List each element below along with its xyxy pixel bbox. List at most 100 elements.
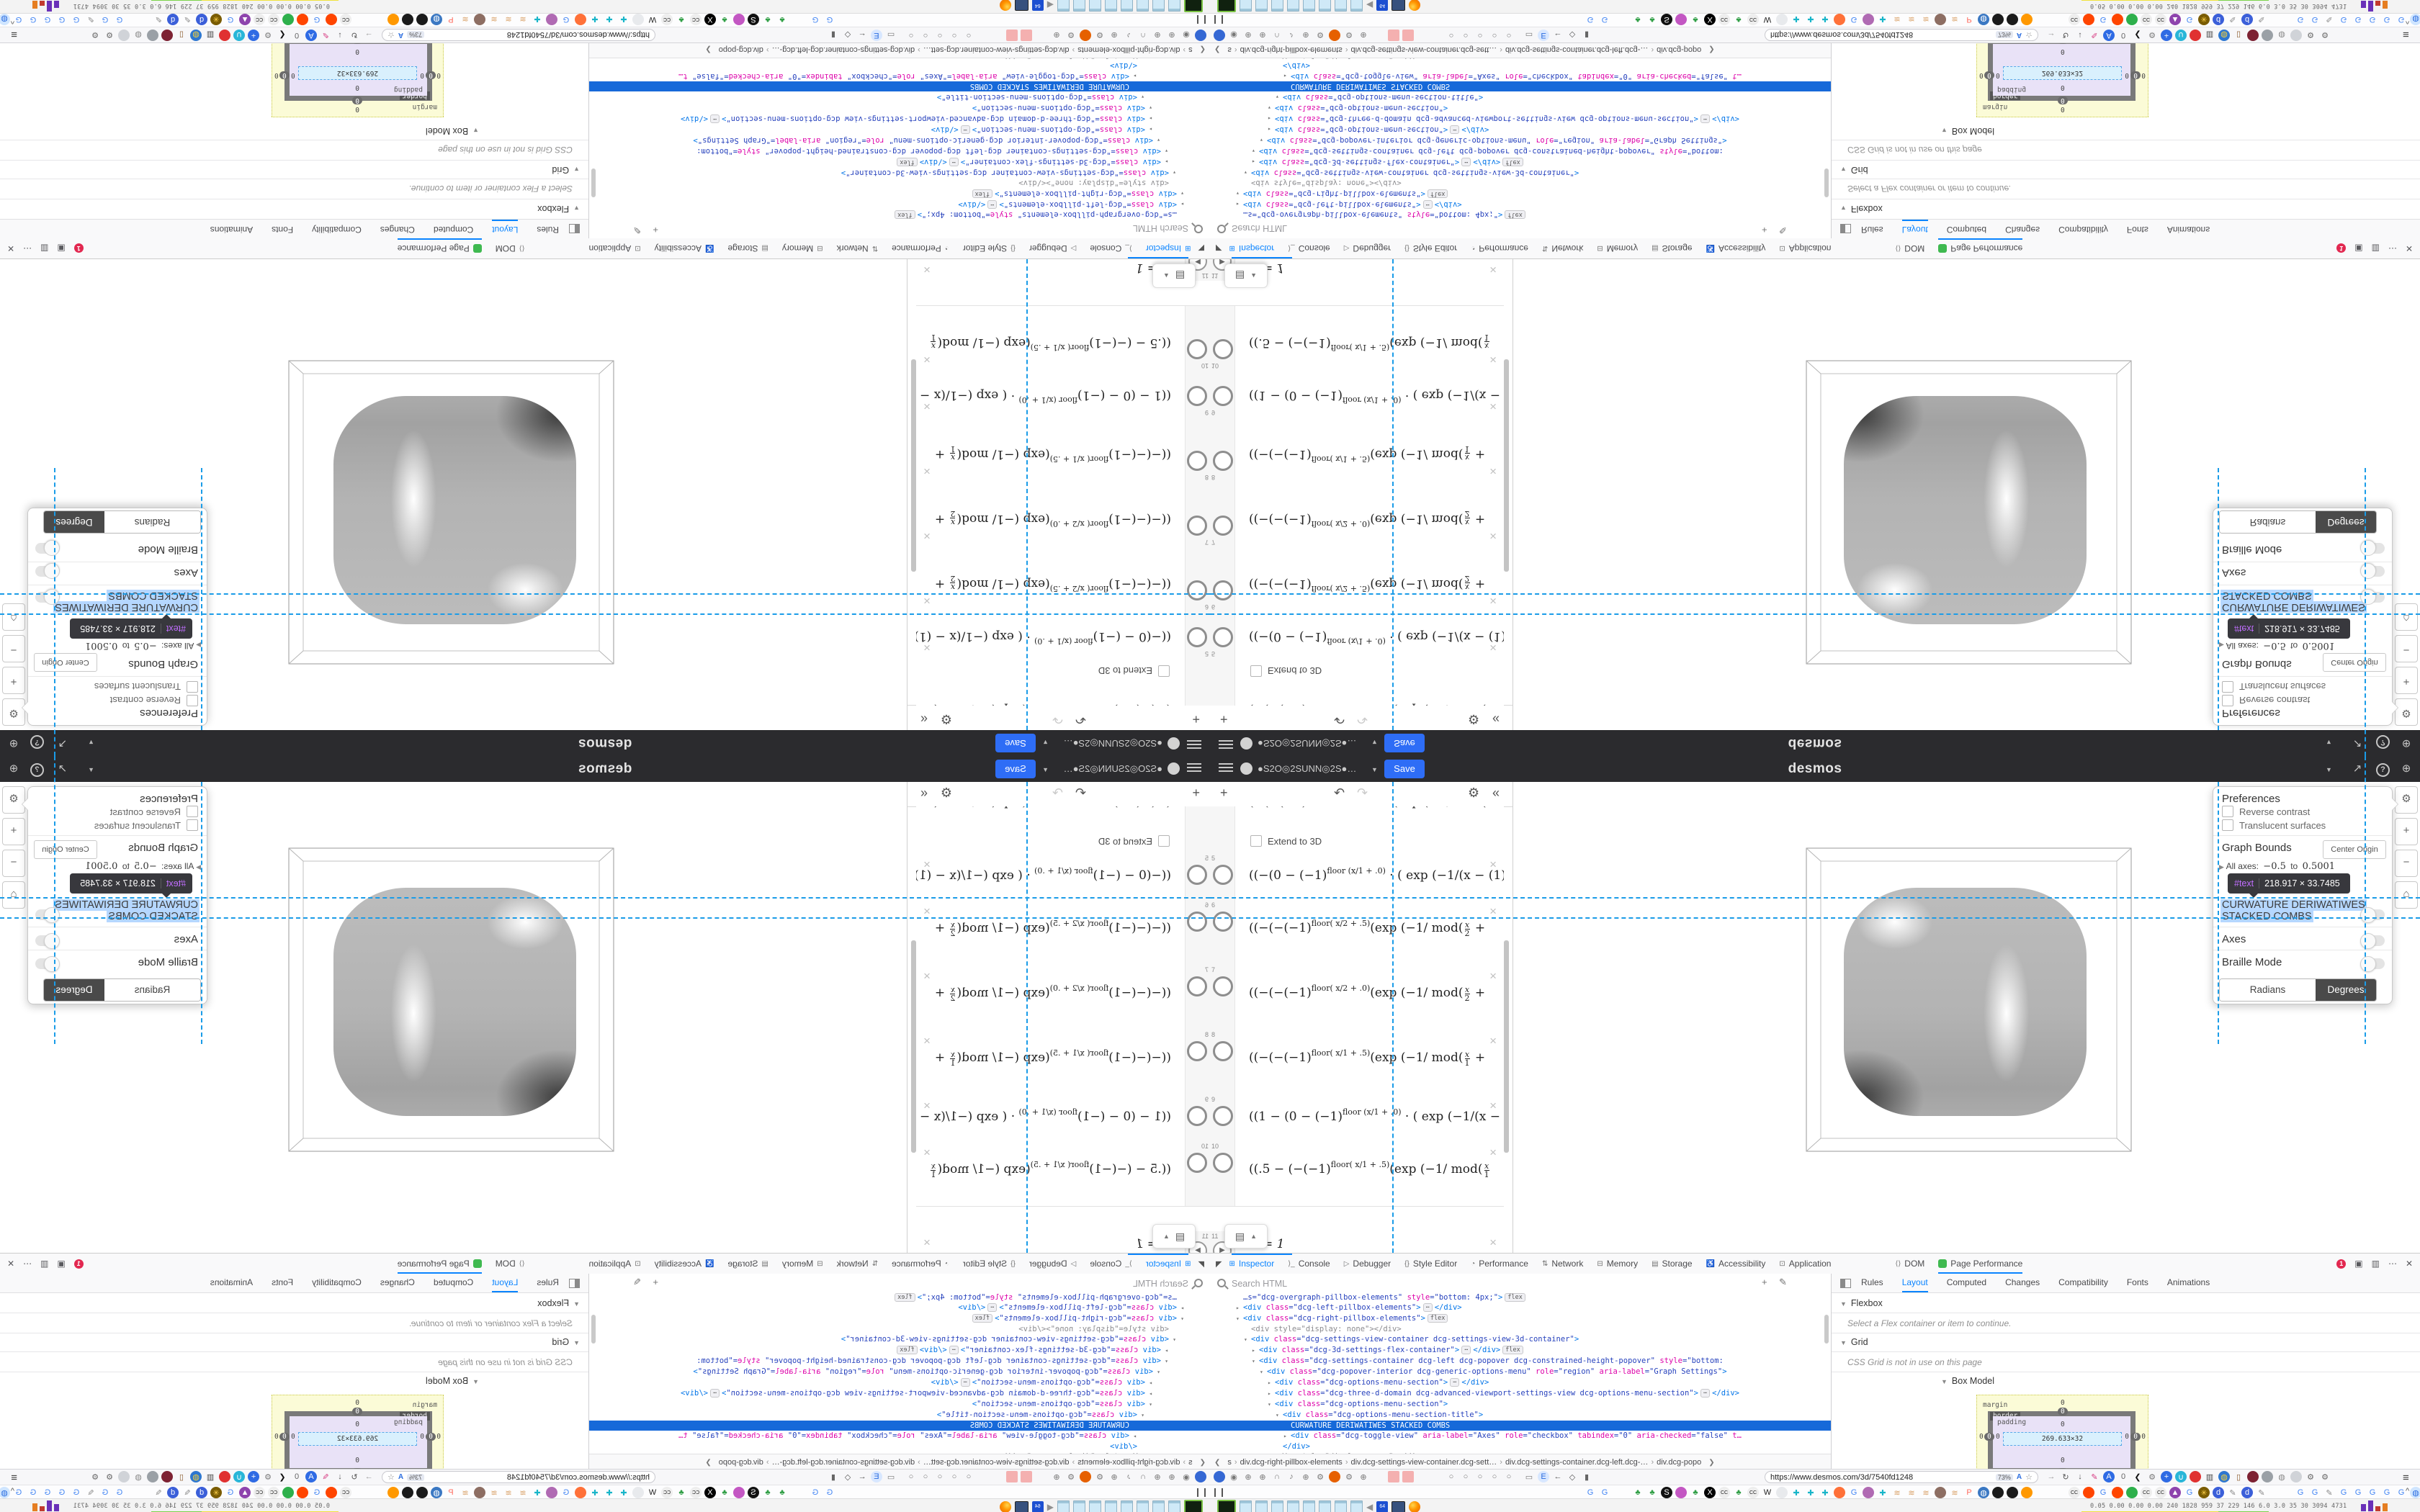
dom-node-line[interactable]: ▸<div class="dcg-three-d-domain dcg-adva… xyxy=(681,1389,1152,1398)
bound-max-input[interactable]: 0.5001 xyxy=(2302,861,2336,872)
keyboard-popover[interactable]: ▤ ▲ xyxy=(1152,264,1196,288)
navbar-icon[interactable]: ○ xyxy=(951,31,957,40)
navbar-icon[interactable]: ⚙ xyxy=(1096,1472,1103,1482)
responsive-mode-icon[interactable]: ▥ xyxy=(40,1259,49,1269)
devtools-tab-style-editor[interactable]: {} Style Editor xyxy=(963,1254,1016,1274)
dom-node-line[interactable]: ▸<div class="dcg-3d-settings-flex-contai… xyxy=(1210,1345,1831,1356)
extension-icon[interactable] xyxy=(147,1471,158,1482)
dom-node-line[interactable]: ▸<div class="dcg-options-menu-section">⋯… xyxy=(1268,1378,1489,1387)
grid-section-header[interactable]: ▼Grid xyxy=(1840,165,1868,175)
favicon[interactable]: ✚ xyxy=(606,14,613,24)
navbar-icon[interactable]: ◉ xyxy=(1183,30,1190,40)
extension-icon[interactable] xyxy=(219,30,230,41)
extension-icon[interactable]: 0 xyxy=(2120,1472,2126,1481)
favicon[interactable]: ✚ xyxy=(1807,1488,1814,1498)
flexbox-section-header[interactable]: ▼Flexbox xyxy=(1840,1298,1883,1308)
favicon[interactable]: CC xyxy=(661,1487,673,1498)
expression-row-6[interactable]: 6 ((−(−(−1)floor( x/2 + .5)(exp (−1/ mod(… xyxy=(1210,546,1504,612)
favicon[interactable]: ✚ xyxy=(1879,1488,1886,1498)
eyedropper-icon[interactable]: ✎ xyxy=(1779,1277,1787,1287)
favicon[interactable]: ≋ xyxy=(490,1488,498,1498)
extension-icon[interactable]: ↻ xyxy=(2062,1472,2069,1482)
sidebar-tab-compatibility[interactable]: Compatibility xyxy=(312,1277,362,1287)
navbar-icon[interactable]: ⊕ xyxy=(1154,30,1161,40)
favicon[interactable]: G xyxy=(102,15,109,24)
expression-scrollbar[interactable] xyxy=(1504,940,1509,1153)
element-picker-icon[interactable]: ◤ xyxy=(1216,243,1222,253)
navbar-icon[interactable]: ← xyxy=(858,1472,866,1481)
extension-icon[interactable]: ⚙ xyxy=(2321,1472,2329,1482)
navbar-icon[interactable]: ⊕ xyxy=(1302,1472,1309,1482)
sidebar-tab-layout[interactable]: Layout xyxy=(492,220,518,238)
favicon[interactable]: G xyxy=(2099,15,2107,24)
taskbar-pad-icon[interactable] xyxy=(1303,0,1315,12)
extension-icon[interactable]: ⚙ xyxy=(106,1472,113,1482)
favicon[interactable]: CC xyxy=(268,14,279,25)
taskbar-flp-icon[interactable]: 64 xyxy=(1376,1501,1389,1512)
sidebar-tab-rules[interactable]: Rules xyxy=(537,1277,559,1287)
favicon[interactable]: ✳ xyxy=(210,14,222,25)
devtools-tab-accessibility[interactable]: ♿ Accessibility xyxy=(1706,1254,1766,1274)
sidebar-toggle-icon[interactable] xyxy=(569,1278,580,1288)
expression-row-5[interactable]: 5 ((−(0 − (−1)floor (x/1 + .0) · ( exp (−… xyxy=(1210,611,1504,659)
graph-settings-wrench-button[interactable]: ⚙ xyxy=(2395,786,2418,814)
collapse-panel-button[interactable]: « xyxy=(1492,786,1500,800)
favicon[interactable]: ≋ xyxy=(462,1488,469,1498)
navbar-icon[interactable]: ∩ xyxy=(1274,31,1280,40)
avatar[interactable] xyxy=(1168,737,1180,750)
navbar-icon[interactable] xyxy=(1402,1471,1414,1482)
favicon[interactable]: S xyxy=(1661,14,1672,25)
favicon[interactable]: ✚ xyxy=(1807,14,1814,24)
element-picker-icon[interactable]: ◤ xyxy=(1198,243,1204,253)
favicon[interactable]: ▲ xyxy=(2169,1487,2181,1498)
bound-max-input[interactable]: 0.5001 xyxy=(84,640,118,651)
favicon[interactable] xyxy=(1935,1487,1946,1498)
zoom-out-button[interactable]: − xyxy=(2395,635,2418,662)
taskbar-pad-icon[interactable] xyxy=(1137,1500,1149,1512)
dom-node-line[interactable]: ▾<div class="dcg-right-pillbox-elements"… xyxy=(589,188,1210,199)
dom-node-line[interactable]: ▸<div class="dcg-three-d-domain dcg-adva… xyxy=(1268,1389,1739,1398)
center-origin-button[interactable]: Center Origin xyxy=(34,840,97,859)
extension-icon[interactable]: ✎ xyxy=(2091,30,2098,40)
devtools-tab-storage[interactable]: ▤ Storage xyxy=(727,238,768,258)
expression-row-10[interactable]: 10 ((.5 − (−(−1)floor( x/1 + .5)(exp (−1/… xyxy=(916,1141,1210,1207)
favicon[interactable] xyxy=(1863,1487,1874,1498)
extension-icon[interactable]: ▯ xyxy=(179,1472,184,1482)
extension-icon[interactable]: A xyxy=(2103,1471,2115,1482)
navbar-icon[interactable]: ⊕ xyxy=(1302,30,1309,40)
zoom-in-button[interactable]: + xyxy=(2,667,25,694)
favicon[interactable] xyxy=(1992,1487,2004,1498)
flexbox-section-header[interactable]: ▼Flexbox xyxy=(537,1298,580,1308)
sidebar-tab-fonts[interactable]: Fonts xyxy=(2126,225,2148,235)
navbar-icon[interactable]: ◇ xyxy=(1569,1472,1576,1482)
favicon[interactable]: W xyxy=(1763,1488,1772,1497)
favicon[interactable]: ✚ xyxy=(591,14,599,24)
favicon[interactable]: ◍ xyxy=(1978,1487,1989,1498)
favicon[interactable]: G xyxy=(1601,15,1608,24)
navbar-icon[interactable]: ⚙ xyxy=(1067,30,1075,40)
navbar-icon[interactable] xyxy=(1214,1471,1225,1482)
favicon[interactable]: CC xyxy=(2069,14,2080,25)
add-node-icon[interactable]: + xyxy=(1762,1277,1767,1287)
favicon[interactable]: ≋ xyxy=(505,14,512,24)
extension-icon[interactable] xyxy=(2290,1471,2302,1482)
favicon[interactable]: CC xyxy=(268,1487,279,1498)
taskbar-pad-icon[interactable] xyxy=(1089,0,1101,12)
box-model-section-header[interactable]: ▼Box Model xyxy=(1941,126,1994,136)
navbar-icon[interactable]: ∩ xyxy=(1274,1472,1280,1481)
url-text[interactable]: https://www.desmos.com/3d/7540fd1248 xyxy=(1770,30,1914,40)
favicon[interactable] xyxy=(474,14,485,25)
responsive-mode-icon[interactable]: ▥ xyxy=(2371,1259,2380,1269)
plot-visibility-circle-icon[interactable] xyxy=(1213,1041,1233,1061)
favicon[interactable]: ≋ xyxy=(505,1488,512,1498)
graph-title[interactable]: ●S2O◎2SUNN◎2S●… xyxy=(1258,763,1357,774)
taskbar-pad-icon[interactable] xyxy=(1057,0,1070,12)
favicon[interactable]: ✎ xyxy=(155,14,162,24)
navbar-icon[interactable]: ◉ xyxy=(1183,1472,1190,1482)
search-html-input[interactable] xyxy=(1230,220,1665,236)
favicon[interactable]: G xyxy=(313,1488,321,1497)
favicon[interactable]: CC xyxy=(2155,14,2166,25)
extension-icon[interactable]: ↻ xyxy=(2062,30,2069,40)
favicon[interactable]: ◍ xyxy=(0,1487,10,1498)
taskbar-spk-icon[interactable]: ◀ xyxy=(1047,0,1054,10)
